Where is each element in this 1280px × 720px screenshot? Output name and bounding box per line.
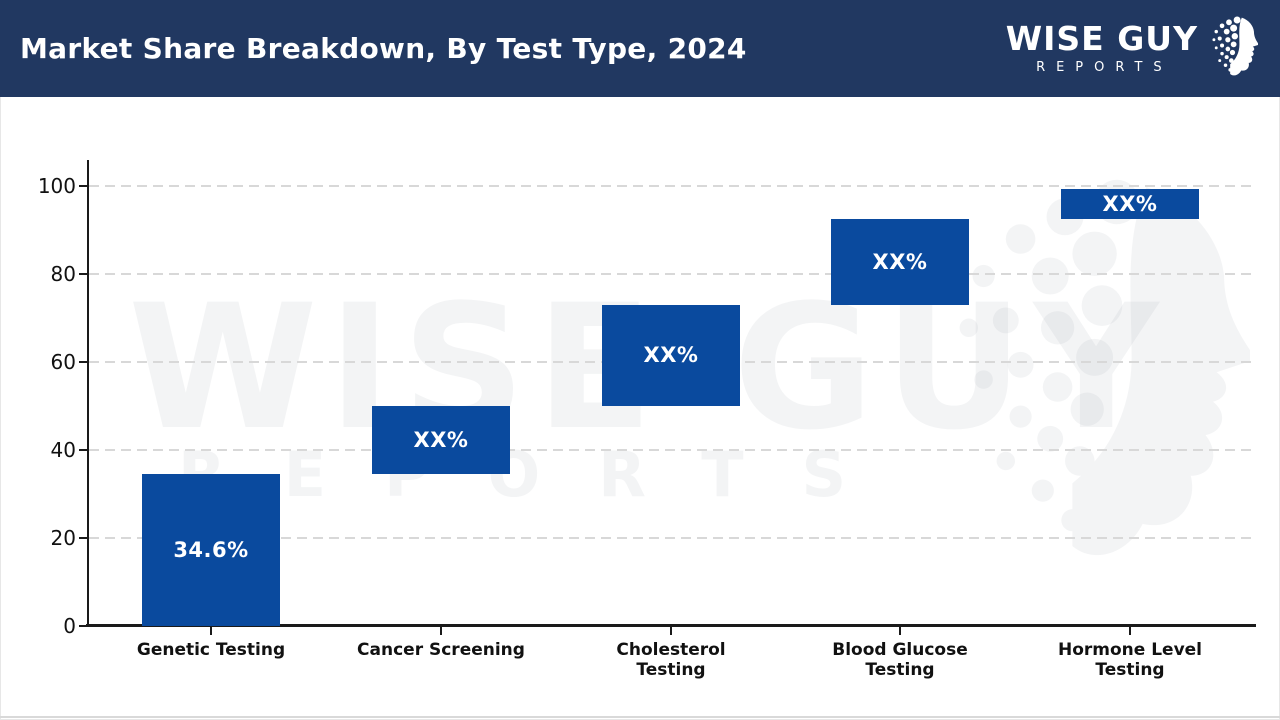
y-tick-label-100: 100 (37, 174, 76, 198)
gridline-y-40 (89, 449, 1256, 451)
x-category-label: Hormone Level Testing (1020, 640, 1240, 680)
y-tick-label-80: 80 (50, 262, 76, 286)
brand-head-icon (1200, 14, 1258, 84)
y-tick-label-0: 0 (63, 614, 76, 638)
gridline-y-100 (89, 185, 1256, 187)
x-tick-3 (899, 627, 901, 635)
bottom-divider (0, 716, 1280, 718)
brand-logo-text: WISE GUY REPORTS (1006, 22, 1198, 75)
y-tick-20 (79, 537, 87, 539)
gridline-y-80 (89, 273, 1256, 275)
y-tick-0 (79, 625, 87, 627)
y-tick-100 (79, 185, 87, 187)
y-tick-label-20: 20 (50, 526, 76, 550)
brand-subtitle: REPORTS (1036, 60, 1173, 75)
bar-segment: XX% (831, 219, 969, 305)
x-category-label-line: Cholesterol (616, 640, 726, 660)
y-tick-60 (79, 361, 87, 363)
x-category-label-line: Cancer Screening (357, 640, 525, 660)
x-tick-0 (210, 627, 212, 635)
x-category-label-line: Testing (865, 660, 935, 680)
gridline-y-20 (89, 537, 1256, 539)
x-axis-line (86, 624, 1256, 627)
x-category-label: Blood Glucose Testing (790, 640, 1010, 680)
x-category-label-line: Genetic Testing (136, 640, 286, 660)
bar-value-label: XX% (643, 343, 699, 368)
page-title: Market Share Breakdown, By Test Type, 20… (20, 32, 747, 65)
bar-segment: 34.6% (142, 473, 280, 626)
y-tick-label-60: 60 (50, 350, 76, 374)
x-tick-4 (1129, 627, 1131, 635)
bar-value-label: XX% (1102, 192, 1158, 217)
x-category-label-line: Testing (636, 660, 706, 680)
brand-logo: WISE GUY REPORTS (1006, 14, 1258, 84)
y-tick-80 (79, 273, 87, 275)
y-axis-line (87, 160, 89, 627)
bar-segment: XX% (372, 406, 510, 474)
bar-value-label: XX% (872, 250, 928, 275)
x-tick-2 (670, 627, 672, 635)
bar-segment: XX% (602, 304, 740, 406)
bar-segment: XX% (1061, 188, 1199, 220)
y-tick-40 (79, 449, 87, 451)
x-category-label-line: Hormone Level (1057, 640, 1203, 660)
x-category-label: Cholesterol Testing (561, 640, 781, 680)
header: Market Share Breakdown, By Test Type, 20… (0, 0, 1280, 97)
bar-value-label: XX% (413, 427, 469, 452)
x-tick-1 (440, 627, 442, 635)
x-category-label-line: Blood Glucose (832, 640, 968, 660)
bar-value-label: 34.6% (173, 537, 249, 562)
y-tick-label-40: 40 (50, 438, 76, 462)
x-category-label-line: Testing (1095, 660, 1165, 680)
x-category-label: Cancer Screening (331, 640, 551, 660)
brand-name: WISE GUY (1005, 19, 1198, 58)
x-category-label: Genetic Testing (101, 640, 321, 660)
